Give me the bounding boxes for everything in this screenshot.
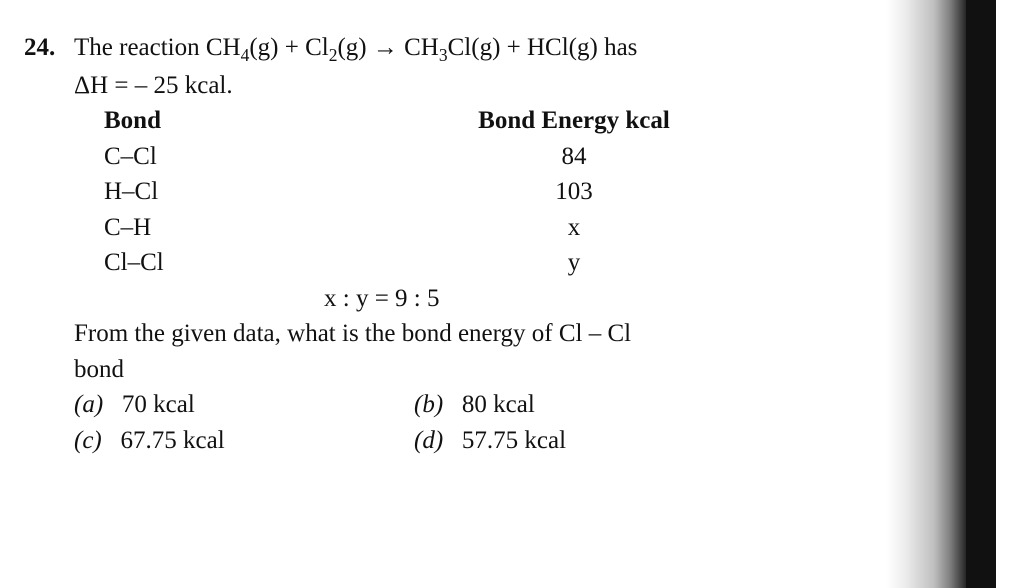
content-region: 24. The reaction CH4(g) + Cl2(g) → CH3Cl…: [24, 30, 844, 458]
bond-row-1: C–Cl 84: [74, 139, 844, 175]
bond-table-header-row: Bond Bond Energy kcal: [74, 103, 844, 139]
option-label: (d): [414, 427, 443, 454]
bond-name: H–Cl: [74, 174, 444, 210]
black-strip: [966, 0, 996, 588]
options-ab: (a) 70 kcal (b) 80 kcal: [74, 387, 844, 423]
prompt-2: bond: [74, 352, 844, 388]
question-stem: The reaction CH4(g) + Cl2(g) → CH3Cl(g) …: [74, 30, 844, 68]
bond-row-3: C–H x: [74, 210, 844, 246]
prompt-1: From the given data, what is the bond en…: [74, 316, 844, 352]
bond-row-4: Cl–Cl y: [74, 245, 844, 281]
option-label: (c): [74, 427, 102, 454]
option-c: (c) 67.75 kcal: [74, 423, 414, 459]
option-value: 67.75 kcal: [121, 427, 225, 454]
table-header-energy: Bond Energy kcal: [444, 103, 704, 139]
bond-energy: 103: [444, 174, 704, 210]
bond-table-header: Bond Bond Energy kcal: [24, 103, 844, 139]
option-value: 57.75 kcal: [462, 427, 566, 454]
question-number: 24.: [24, 30, 74, 66]
option-b: (b) 80 kcal: [414, 387, 535, 423]
options-cd: (c) 67.75 kcal (d) 57.75 kcal: [74, 423, 844, 459]
delta-h: ΔH = – 25 kcal.: [74, 68, 844, 104]
bond-name: C–H: [74, 210, 444, 246]
ratio-body: x : y = 9 : 5: [74, 281, 844, 317]
table-row: C–H x: [24, 210, 844, 246]
bond-name: Cl–Cl: [74, 245, 444, 281]
option-a: (a) 70 kcal: [74, 387, 414, 423]
ratio-text: x : y = 9 : 5: [74, 281, 844, 317]
ratio-line: x : y = 9 : 5: [24, 281, 844, 317]
bond-energy: x: [444, 210, 704, 246]
delta-h-line: ΔH = – 25 kcal.: [24, 68, 844, 104]
table-row: Cl–Cl y: [24, 245, 844, 281]
option-value: 80 kcal: [462, 391, 535, 418]
option-label: (b): [414, 391, 443, 418]
bond-row-2: H–Cl 103: [74, 174, 844, 210]
bond-name: C–Cl: [74, 139, 444, 175]
reaction-equation: CH4(g) + Cl2(g) → CH3Cl(g) + HCl(g): [206, 34, 598, 61]
option-label: (a): [74, 391, 103, 418]
stem-suffix: has: [598, 34, 638, 61]
bond-energy: y: [444, 245, 704, 281]
option-value: 70 kcal: [122, 391, 195, 418]
option-d: (d) 57.75 kcal: [414, 423, 566, 459]
table-row: C–Cl 84: [24, 139, 844, 175]
prompt-line-1: From the given data, what is the bond en…: [24, 316, 844, 352]
table-row: H–Cl 103: [24, 174, 844, 210]
options-row-1: (a) 70 kcal (b) 80 kcal: [24, 387, 844, 423]
prompt-line-2: bond: [24, 352, 844, 388]
options-row-2: (c) 67.75 kcal (d) 57.75 kcal: [24, 423, 844, 459]
table-header-bond: Bond: [74, 103, 444, 139]
page: 24. The reaction CH4(g) + Cl2(g) → CH3Cl…: [0, 0, 1024, 588]
bond-energy: 84: [444, 139, 704, 175]
page-edge-shadow: [886, 0, 966, 588]
stem-prefix: The reaction: [74, 34, 206, 61]
question-line-1: 24. The reaction CH4(g) + Cl2(g) → CH3Cl…: [24, 30, 844, 68]
